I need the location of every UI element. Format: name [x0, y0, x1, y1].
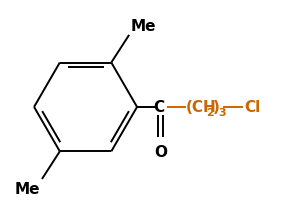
- Text: Cl: Cl: [244, 100, 260, 115]
- Text: (CH: (CH: [186, 100, 216, 115]
- Text: Me: Me: [14, 181, 40, 196]
- Text: 2: 2: [206, 107, 214, 117]
- Text: O: O: [154, 145, 167, 160]
- Text: Me: Me: [131, 19, 156, 34]
- Text: ): ): [212, 100, 219, 115]
- Text: C: C: [153, 100, 164, 115]
- Text: 3: 3: [218, 107, 226, 117]
